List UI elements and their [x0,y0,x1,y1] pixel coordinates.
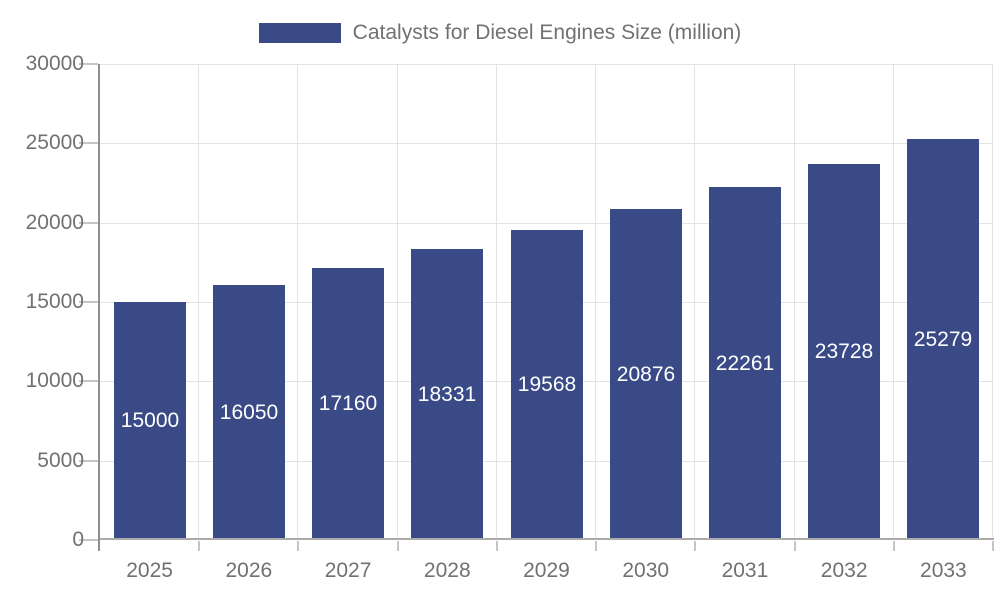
y-axis-tick [79,301,98,303]
y-axis-tick [79,221,98,224]
bar-value-label: 17160 [318,392,378,415]
y-tick-label: 10000 [25,369,84,393]
bar-value-label: 16050 [219,400,279,424]
v-gridline [595,64,597,540]
x-axis-tick [198,541,201,551]
y-axis-tick [79,459,98,462]
x-axis-line [98,538,994,540]
y-tick-label: 15000 [25,290,84,313]
v-gridline [793,64,795,540]
x-tick-label: 2031 [721,559,769,582]
y-tick-label: 5000 [37,448,84,472]
v-gridline [694,64,696,540]
x-axis-tick [396,541,399,551]
y-tick-label: 20000 [25,210,84,234]
v-gridline [495,64,497,540]
y-tick-label: 0 [72,528,84,551]
bar[interactable]: 22261 [709,187,781,540]
x-axis-tick [793,541,796,551]
x-axis-tick [297,541,300,551]
x-tick-label: 2027 [324,559,372,582]
y-axis-tick [79,142,98,145]
y-axis-tick [79,380,98,383]
bar[interactable]: 20876 [610,209,682,540]
bar-value-label: 18331 [417,382,477,406]
v-gridline [892,64,894,540]
x-axis-tick [694,541,697,551]
x-axis-tick [495,541,498,551]
x-tick-label: 2029 [523,559,570,582]
h-gridline [100,143,993,145]
legend-label: Catalysts for Diesel Engines Size (milli… [352,21,742,44]
bar-value-label: 15000 [120,409,180,432]
v-gridline [198,64,200,540]
y-axis-line [98,64,100,551]
y-axis-tick [79,63,98,65]
bar-value-label: 22261 [715,351,775,375]
bar[interactable]: 15000 [114,302,186,540]
bar[interactable]: 25279 [907,139,979,540]
bar-value-label: 23728 [814,340,874,363]
x-tick-label: 2026 [225,559,273,582]
bar-value-label: 20876 [616,362,676,386]
plot-area: 15000 16050 17160 18331 19568 20876 22261 23728… [79,63,994,551]
x-tick-label: 2028 [423,559,471,582]
bar[interactable]: 18331 [411,249,483,540]
bar[interactable]: 23728 [808,164,880,540]
y-tick-label: 25000 [25,131,84,155]
x-axis-tick [892,541,895,551]
bar[interactable]: 16050 [213,285,285,540]
legend-swatch [258,23,341,43]
h-gridline [100,64,993,65]
y-tick-label: 30000 [25,52,84,75]
bar[interactable]: 19568 [511,230,583,540]
x-tick-label: 2033 [920,559,967,582]
x-tick-label: 2030 [622,559,670,582]
x-tick-label: 2025 [126,559,173,582]
legend[interactable]: Catalysts for Diesel Engines Size (milli… [0,21,1000,45]
v-gridline [396,64,398,540]
h-gridline [100,222,993,224]
x-axis-tick [992,541,994,551]
bar-value-label: 19568 [517,373,577,396]
bar-value-label: 25279 [913,327,973,351]
v-gridline [992,64,993,540]
bar[interactable]: 17160 [312,268,384,540]
x-tick-label: 2032 [820,559,868,582]
x-axis-tick [595,541,598,551]
v-gridline [297,64,299,540]
y-axis-tick [79,539,98,541]
